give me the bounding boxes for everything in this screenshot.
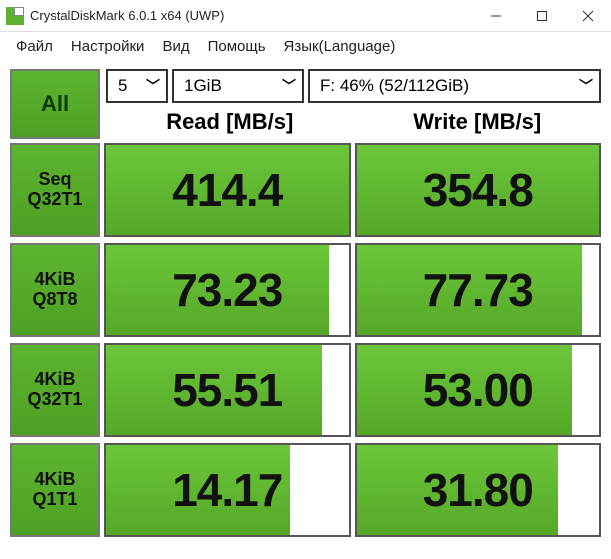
- result-row: 4KiBQ8T8 73.23 77.73: [10, 243, 601, 337]
- read-header: Read [MB/s]: [106, 105, 354, 139]
- read-value-cell: 55.51: [104, 343, 351, 437]
- run-test-button[interactable]: 4KiBQ1T1: [10, 443, 100, 537]
- test-label-line1: 4KiB: [34, 470, 75, 490]
- write-value: 77.73: [423, 263, 533, 317]
- run-test-button[interactable]: SeqQ32T1: [10, 143, 100, 237]
- count-value: 5: [118, 76, 127, 96]
- test-label-line2: Q1T1: [32, 490, 77, 510]
- menu-language[interactable]: Язык(Language): [276, 36, 404, 57]
- count-select[interactable]: 5 ﹀: [106, 69, 168, 103]
- menu-settings[interactable]: Настройки: [63, 36, 153, 57]
- write-value: 31.80: [423, 463, 533, 517]
- run-test-button[interactable]: 4KiBQ32T1: [10, 343, 100, 437]
- titlebar: CrystalDiskMark 6.0.1 x64 (UWP): [0, 0, 611, 32]
- chevron-down-icon: ﹀: [282, 76, 296, 96]
- test-label-line1: 4KiB: [34, 370, 75, 390]
- result-row: 4KiBQ1T1 14.17 31.80: [10, 443, 601, 537]
- write-value-cell: 77.73: [355, 243, 602, 337]
- read-value: 55.51: [172, 363, 282, 417]
- close-button[interactable]: [565, 0, 611, 31]
- run-all-label: All: [41, 91, 69, 117]
- run-all-button[interactable]: All: [10, 69, 100, 139]
- write-header: Write [MB/s]: [354, 105, 602, 139]
- read-value-cell: 414.4: [104, 143, 351, 237]
- test-label-line2: Q8T8: [32, 290, 77, 310]
- window-title: CrystalDiskMark 6.0.1 x64 (UWP): [30, 8, 473, 23]
- write-value-cell: 354.8: [355, 143, 602, 237]
- run-test-button[interactable]: 4KiBQ8T8: [10, 243, 100, 337]
- menu-view[interactable]: Вид: [154, 36, 197, 57]
- menu-file[interactable]: Файл: [8, 36, 61, 57]
- result-row: 4KiBQ32T1 55.51 53.00: [10, 343, 601, 437]
- menubar: Файл Настройки Вид Помощь Язык(Language): [0, 32, 611, 63]
- read-value-cell: 73.23: [104, 243, 351, 337]
- write-value: 53.00: [423, 363, 533, 417]
- read-value: 414.4: [172, 163, 282, 217]
- app-icon: [6, 7, 24, 25]
- test-label-line1: Seq: [38, 170, 71, 190]
- results-grid: SeqQ32T1414.4354.84KiBQ8T873.2377.734KiB…: [10, 143, 601, 537]
- minimize-button[interactable]: [473, 0, 519, 31]
- size-value: 1GiB: [184, 76, 222, 96]
- chevron-down-icon: ﹀: [579, 76, 593, 96]
- window-controls: [473, 0, 611, 31]
- test-label-line2: Q32T1: [27, 190, 82, 210]
- content-area: All 5 ﹀ 1GiB ﹀ F: 46% (52/112GiB) ﹀ Read…: [0, 63, 611, 553]
- menu-help[interactable]: Помощь: [200, 36, 274, 57]
- size-select[interactable]: 1GiB ﹀: [172, 69, 304, 103]
- result-row: SeqQ32T1 414.4 354.8: [10, 143, 601, 237]
- write-value-cell: 53.00: [355, 343, 602, 437]
- write-value: 354.8: [423, 163, 533, 217]
- write-value-cell: 31.80: [355, 443, 602, 537]
- chevron-down-icon: ﹀: [146, 76, 160, 96]
- drive-value: F: 46% (52/112GiB): [320, 76, 469, 96]
- read-value-cell: 14.17: [104, 443, 351, 537]
- drive-select[interactable]: F: 46% (52/112GiB) ﹀: [308, 69, 601, 103]
- read-value: 14.17: [172, 463, 282, 517]
- maximize-button[interactable]: [519, 0, 565, 31]
- read-value: 73.23: [172, 263, 282, 317]
- test-label-line2: Q32T1: [27, 390, 82, 410]
- test-label-line1: 4KiB: [34, 270, 75, 290]
